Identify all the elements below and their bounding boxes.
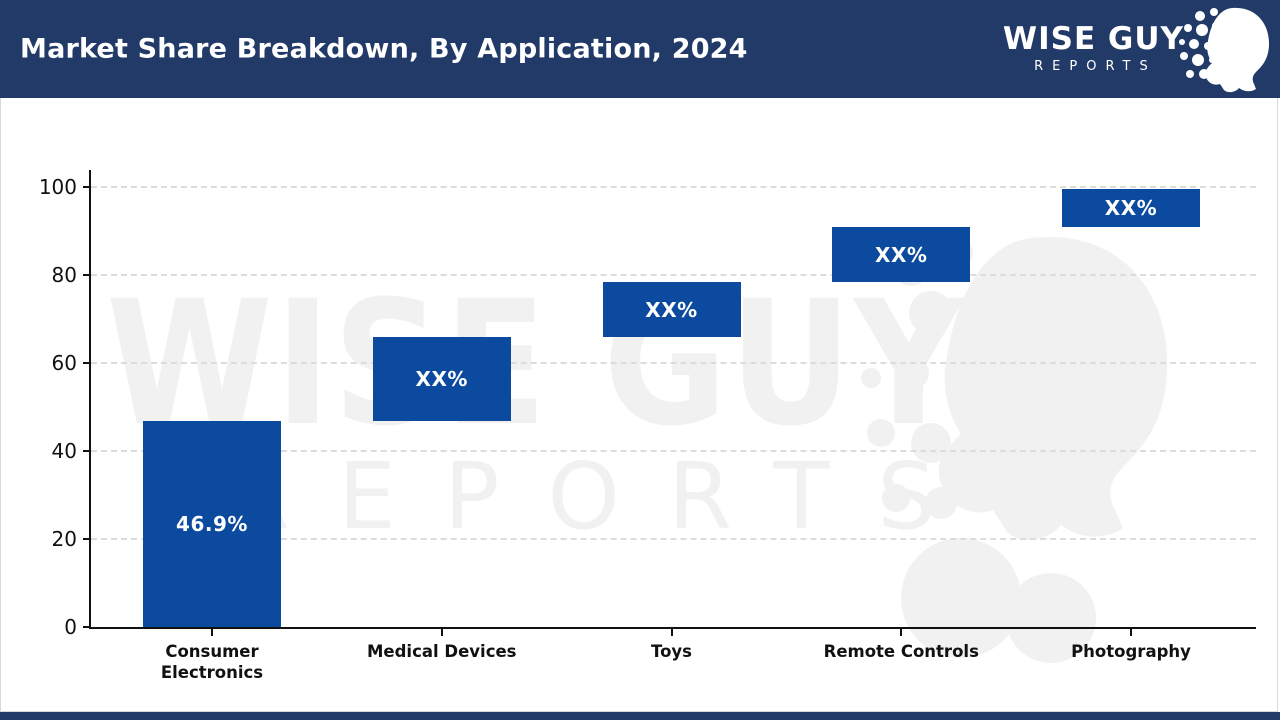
gridline xyxy=(91,538,1256,540)
x-tick-mark xyxy=(440,629,443,636)
x-category-label: Photography xyxy=(1071,642,1191,661)
y-tick-label: 20 xyxy=(51,527,77,551)
logo-face-icon xyxy=(1179,7,1270,93)
bar: XX% xyxy=(1062,188,1200,228)
bar: XX% xyxy=(372,337,511,421)
x-axis-line xyxy=(89,627,1256,629)
y-tick-mark xyxy=(83,450,91,452)
x-category-label: Remote Controls xyxy=(823,642,979,661)
gridline xyxy=(91,186,1256,188)
x-category-label: Consumer Electronics xyxy=(160,642,264,683)
y-tick-mark xyxy=(83,538,91,540)
logo-subtext: REPORTS xyxy=(1034,59,1157,74)
x-tick-mark xyxy=(900,629,903,636)
y-tick-label: 60 xyxy=(51,351,77,375)
bar-value-label: XX% xyxy=(1104,196,1158,221)
y-tick-label: 0 xyxy=(64,615,77,639)
gridline xyxy=(91,450,1256,452)
x-tick-mark xyxy=(670,629,673,636)
x-category-label: Medical Devices xyxy=(367,642,517,661)
bar: XX% xyxy=(602,282,741,338)
y-tick-mark xyxy=(83,626,91,628)
gridline xyxy=(91,362,1256,364)
bar-value-label: XX% xyxy=(875,242,928,267)
page-title: Market Share Breakdown, By Application, … xyxy=(20,33,748,65)
header: Market Share Breakdown, By Application, … xyxy=(0,0,1280,98)
y-tick-mark xyxy=(83,186,91,188)
waterfall-chart: 0 20 40 60 80 100 46.9% Consumer Electronics XX%… xyxy=(1,98,1277,711)
x-tick-mark xyxy=(1130,629,1132,636)
y-tick-label: 100 xyxy=(38,175,77,199)
y-tick-label: 40 xyxy=(51,439,77,463)
footer-bar xyxy=(0,712,1280,720)
y-tick-mark xyxy=(83,362,91,364)
wiseguy-logo: WISE GUY REPORTS xyxy=(1003,4,1274,94)
bar: 46.9% xyxy=(143,420,281,627)
gridline xyxy=(91,274,1256,276)
y-axis-line xyxy=(89,170,91,629)
bar: XX% xyxy=(832,227,971,283)
x-category-label: Toys xyxy=(651,642,692,661)
bar-value-label: XX% xyxy=(415,367,468,392)
y-tick-mark xyxy=(83,274,91,276)
bar-value-label: 46.9% xyxy=(176,511,248,536)
chart-area: WISE GUY REPORTS 0 20 40 60 80 100 46.9% Consum… xyxy=(0,98,1278,712)
bar-value-label: XX% xyxy=(645,297,698,322)
y-tick-label: 80 xyxy=(51,263,77,287)
logo-wordmark: WISE GUY xyxy=(1002,21,1184,57)
x-tick-mark xyxy=(211,629,213,636)
